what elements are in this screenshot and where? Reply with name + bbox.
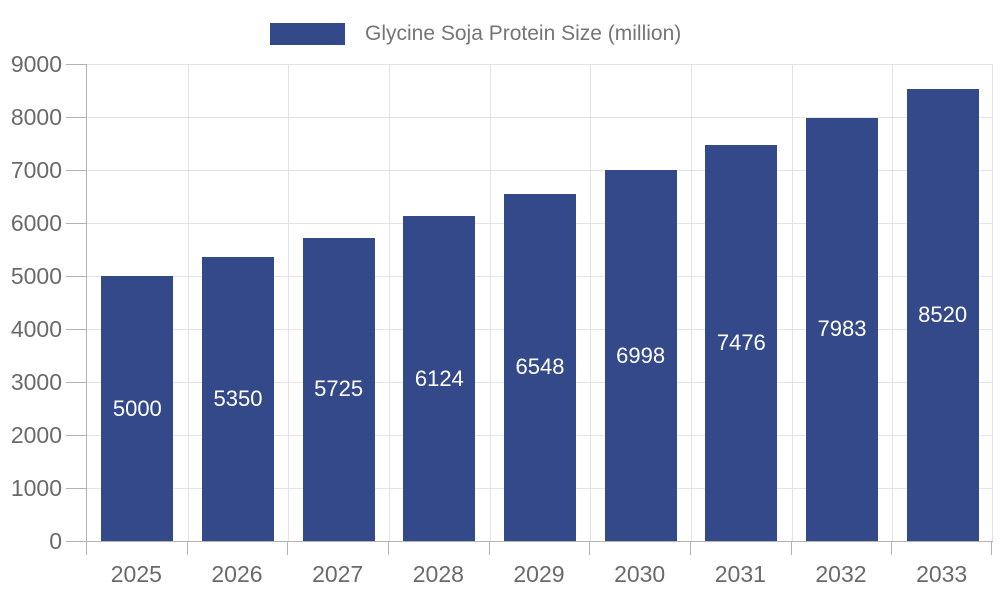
bar-value-label-2033: 8520: [918, 302, 968, 328]
y-tick-4000: [66, 328, 86, 330]
bar-value-label-2030: 6998: [616, 342, 666, 368]
y-axis-label-6000: 6000: [10, 210, 62, 236]
y-tick-7000: [66, 169, 86, 171]
bar-2027[interactable]: 5725: [302, 237, 375, 541]
bar-2031[interactable]: 7476: [705, 144, 778, 541]
legend-label: Glycine Soja Protein Size (million): [365, 22, 682, 45]
y-tick-8000: [66, 116, 86, 118]
legend-item[interactable]: Glycine Soja Protein Size (million): [270, 22, 681, 46]
bar-2030[interactable]: 6998: [604, 170, 677, 541]
y-axis-label-8000: 8000: [10, 104, 62, 130]
x-tick-4: [488, 542, 490, 555]
y-axis-label-0: 0: [49, 528, 62, 554]
x-axis-label-2027: 2027: [312, 561, 364, 587]
bar-2033[interactable]: 8520: [906, 89, 979, 541]
x-tick-9: [991, 542, 992, 555]
x-tick-2: [287, 542, 289, 555]
x-gridline-8: [892, 64, 894, 541]
y-axis-label-9000: 9000: [10, 51, 62, 77]
plot-area: 5000 5350 5725 6124 6548 6998 7476 7983 8520: [86, 63, 993, 542]
y-tick-9000: [66, 63, 86, 65]
y-tick-5000: [66, 275, 86, 277]
x-gridline-6: [691, 64, 692, 541]
legend-swatch: [270, 23, 345, 45]
x-tick-6: [690, 542, 691, 555]
x-tick-5: [589, 542, 591, 555]
y-axis-label-1000: 1000: [10, 475, 62, 501]
y-tick-0: [66, 540, 86, 542]
x-gridline-5: [590, 64, 592, 541]
x-axis-label-2030: 2030: [614, 561, 666, 587]
x-gridline-3: [389, 64, 390, 541]
bar-value-label-2031: 7476: [716, 329, 766, 355]
x-tick-0: [86, 542, 87, 555]
bar-value-label-2027: 5725: [314, 376, 364, 402]
y-gridline-8000: [87, 116, 993, 118]
x-axis-label-2028: 2028: [412, 561, 464, 587]
bar-2028[interactable]: 6124: [403, 216, 476, 541]
bar-value-label-2026: 5350: [213, 386, 263, 412]
y-gridline-7000: [87, 169, 993, 171]
x-gridline-4: [489, 64, 491, 541]
x-axis-label-2029: 2029: [513, 561, 565, 587]
bar-2032[interactable]: 7983: [806, 117, 878, 541]
x-axis-label-2031: 2031: [714, 561, 766, 587]
y-axis-label-7000: 7000: [10, 157, 62, 183]
bar-2029[interactable]: 6548: [504, 193, 576, 541]
bar-value-label-2025: 5000: [112, 395, 162, 421]
y-gridline-9000: [87, 63, 993, 65]
y-tick-6000: [66, 222, 86, 224]
y-tick-1000: [66, 487, 86, 489]
y-axis-label-3000: 3000: [10, 369, 62, 395]
x-tick-8: [891, 542, 893, 555]
x-gridline-9: [992, 64, 993, 541]
bar-value-label-2032: 7983: [817, 316, 867, 342]
x-tick-3: [388, 542, 389, 555]
x-axis-label-2026: 2026: [211, 561, 263, 587]
bar-value-label-2029: 6548: [515, 354, 565, 380]
x-gridline-1: [187, 64, 189, 541]
x-axis-label-2033: 2033: [916, 561, 968, 587]
bar-2025[interactable]: 5000: [101, 276, 174, 541]
x-tick-1: [186, 542, 188, 555]
y-axis-label-2000: 2000: [10, 422, 62, 448]
x-axis-label-2032: 2032: [815, 561, 867, 587]
y-axis-label-5000: 5000: [10, 263, 62, 289]
y-axis-label-4000: 4000: [10, 316, 62, 342]
x-gridline-2: [288, 64, 290, 541]
bar-2026[interactable]: 5350: [202, 257, 274, 541]
bar-value-label-2028: 6124: [414, 365, 464, 391]
x-gridline-7: [791, 64, 793, 541]
y-tick-2000: [66, 434, 86, 436]
x-tick-7: [790, 542, 792, 555]
y-tick-3000: [66, 381, 86, 383]
x-axis-label-2025: 2025: [110, 561, 162, 587]
